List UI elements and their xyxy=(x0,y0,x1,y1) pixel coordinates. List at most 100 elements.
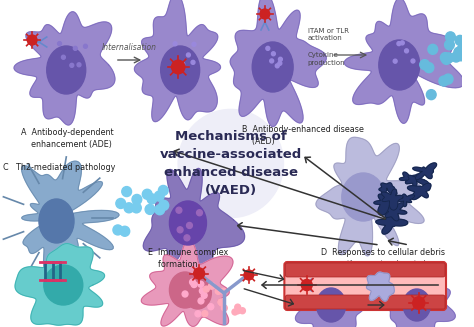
Ellipse shape xyxy=(169,201,207,245)
Circle shape xyxy=(405,49,409,53)
Circle shape xyxy=(454,47,464,57)
Circle shape xyxy=(142,189,152,199)
Circle shape xyxy=(203,286,210,292)
Polygon shape xyxy=(295,267,364,327)
Circle shape xyxy=(132,195,142,204)
Circle shape xyxy=(440,53,450,62)
Circle shape xyxy=(178,110,283,217)
Polygon shape xyxy=(405,174,428,187)
Circle shape xyxy=(83,44,87,48)
Circle shape xyxy=(393,59,397,63)
Polygon shape xyxy=(316,137,424,256)
Circle shape xyxy=(184,235,190,241)
Polygon shape xyxy=(385,203,407,221)
Circle shape xyxy=(413,297,425,309)
Polygon shape xyxy=(22,161,119,280)
Circle shape xyxy=(235,308,241,314)
Circle shape xyxy=(427,90,436,100)
Circle shape xyxy=(260,9,270,19)
Polygon shape xyxy=(408,183,431,199)
Circle shape xyxy=(201,292,207,298)
Circle shape xyxy=(239,308,246,314)
Circle shape xyxy=(182,291,188,297)
Circle shape xyxy=(113,225,123,235)
Circle shape xyxy=(208,304,214,310)
Text: ITAM or TLR
activation: ITAM or TLR activation xyxy=(308,28,349,42)
Circle shape xyxy=(122,187,131,197)
Polygon shape xyxy=(15,244,105,325)
Circle shape xyxy=(158,185,168,196)
Circle shape xyxy=(275,64,279,68)
Polygon shape xyxy=(230,0,326,127)
Circle shape xyxy=(397,42,401,46)
Ellipse shape xyxy=(252,42,293,92)
Circle shape xyxy=(195,311,201,317)
Circle shape xyxy=(147,194,157,204)
Circle shape xyxy=(218,299,224,305)
Ellipse shape xyxy=(403,289,430,321)
Circle shape xyxy=(445,40,454,50)
Circle shape xyxy=(420,60,429,70)
Circle shape xyxy=(272,52,275,56)
Circle shape xyxy=(232,309,238,315)
Text: Internalisation: Internalisation xyxy=(102,43,157,52)
Circle shape xyxy=(145,204,155,215)
Circle shape xyxy=(155,191,164,201)
Circle shape xyxy=(176,207,182,213)
Text: Cytokine
production: Cytokine production xyxy=(308,52,346,65)
Circle shape xyxy=(27,35,37,45)
Polygon shape xyxy=(382,189,403,210)
Circle shape xyxy=(192,42,196,46)
Circle shape xyxy=(451,52,461,62)
Circle shape xyxy=(186,53,191,57)
Circle shape xyxy=(442,54,451,64)
Circle shape xyxy=(439,76,449,86)
Circle shape xyxy=(455,35,465,45)
Circle shape xyxy=(278,61,282,65)
Text: A  Antibody-dependent
    enhancement (ADE): A Antibody-dependent enhancement (ADE) xyxy=(21,128,114,149)
Text: B  Antibody-enhanced disease
    (AED): B Antibody-enhanced disease (AED) xyxy=(242,125,364,146)
Text: C   Th2-mediated pathology: C Th2-mediated pathology xyxy=(3,163,115,172)
Ellipse shape xyxy=(47,46,86,94)
Circle shape xyxy=(172,60,185,74)
Circle shape xyxy=(428,44,438,54)
Circle shape xyxy=(270,59,273,63)
Circle shape xyxy=(131,203,141,213)
Circle shape xyxy=(187,222,192,229)
Ellipse shape xyxy=(169,272,201,308)
FancyBboxPatch shape xyxy=(285,263,445,277)
Ellipse shape xyxy=(184,277,211,309)
Circle shape xyxy=(219,300,225,306)
Circle shape xyxy=(198,281,204,287)
Circle shape xyxy=(73,46,77,50)
Polygon shape xyxy=(366,272,394,301)
Circle shape xyxy=(221,305,228,311)
Polygon shape xyxy=(14,12,115,125)
Polygon shape xyxy=(345,0,464,123)
Circle shape xyxy=(202,311,208,317)
Polygon shape xyxy=(135,0,220,122)
Circle shape xyxy=(411,59,415,63)
Circle shape xyxy=(155,205,164,215)
Polygon shape xyxy=(141,241,233,326)
Polygon shape xyxy=(376,215,408,234)
Circle shape xyxy=(301,279,312,291)
FancyBboxPatch shape xyxy=(284,262,446,310)
Circle shape xyxy=(191,60,195,64)
Polygon shape xyxy=(374,194,397,215)
Circle shape xyxy=(244,270,254,280)
Circle shape xyxy=(77,63,81,67)
Circle shape xyxy=(177,227,183,233)
Circle shape xyxy=(210,283,215,289)
Ellipse shape xyxy=(379,40,419,90)
Polygon shape xyxy=(143,168,245,284)
Circle shape xyxy=(181,62,185,66)
Circle shape xyxy=(173,42,177,46)
Circle shape xyxy=(62,55,65,59)
Polygon shape xyxy=(413,163,437,180)
Circle shape xyxy=(116,198,126,208)
Ellipse shape xyxy=(44,265,83,305)
Ellipse shape xyxy=(39,199,74,243)
Circle shape xyxy=(209,283,214,289)
Circle shape xyxy=(278,57,283,61)
